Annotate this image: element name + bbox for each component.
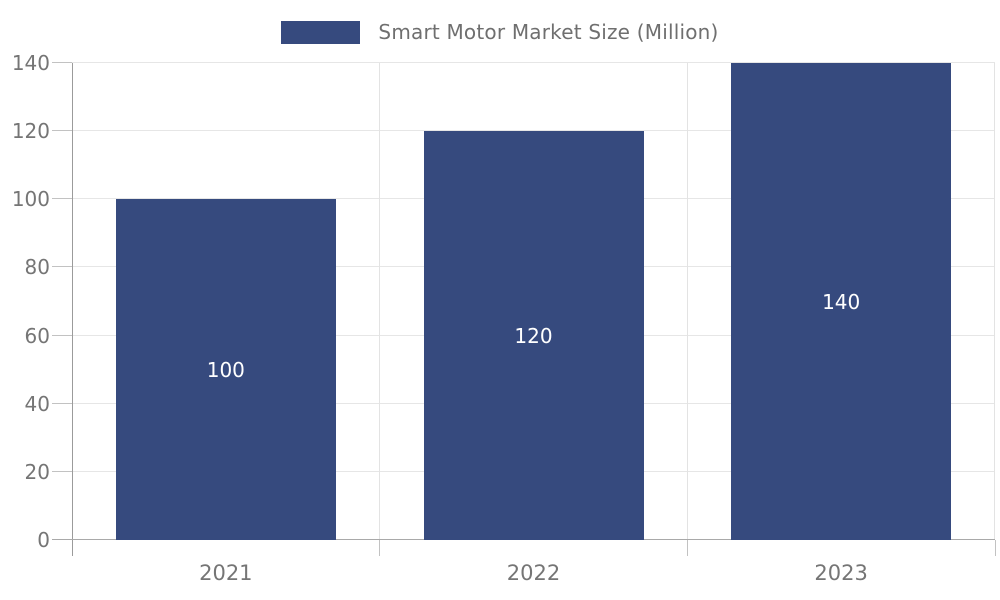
y-tick-label: 20: [24, 459, 50, 484]
gridline-x: [686, 63, 688, 540]
bar-2023[interactable]: [731, 63, 952, 540]
y-tick-label: 120: [11, 119, 50, 144]
bar-value-label: 140: [822, 289, 861, 314]
y-tick-label: 0: [37, 528, 50, 552]
x-tick-label: 2022: [506, 561, 561, 585]
bar-value-label: 100: [206, 357, 245, 382]
bar-2022[interactable]: [423, 131, 644, 540]
x-tick: [379, 540, 381, 556]
y-tick: [52, 130, 72, 132]
y-tick: [52, 470, 72, 472]
y-tick: [52, 266, 72, 268]
axis-y-line: [72, 63, 73, 556]
plot-right-border: [994, 63, 995, 540]
legend-label: Smart Motor Market Size (Million): [378, 20, 719, 44]
y-tick-label: 60: [24, 323, 50, 348]
x-tick-label: 2023: [814, 561, 868, 585]
x-tick: [686, 540, 688, 556]
legend[interactable]: Smart Motor Market Size (Million): [0, 17, 1000, 47]
y-tick: [52, 62, 72, 63]
gridline-x: [379, 63, 381, 540]
y-tick-label: 100: [11, 187, 50, 212]
x-tick: [994, 540, 996, 556]
bar-2021[interactable]: [115, 199, 336, 540]
y-tick-label: 80: [24, 255, 50, 280]
y-tick: [52, 334, 72, 336]
legend-swatch: [281, 20, 361, 44]
y-tick-label: 40: [24, 391, 50, 416]
y-tick: [52, 198, 72, 200]
y-tick-label: 140: [11, 51, 50, 75]
gridline-y: [72, 130, 995, 132]
gridline-y: [72, 62, 995, 63]
bar-value-label: 120: [514, 323, 553, 348]
y-tick: [52, 402, 72, 404]
x-tick-label: 2021: [199, 561, 253, 585]
plot-area: 0 20 40 60 80 100 120 140 100 2021 120 2022 140 2023: [12, 51, 996, 585]
